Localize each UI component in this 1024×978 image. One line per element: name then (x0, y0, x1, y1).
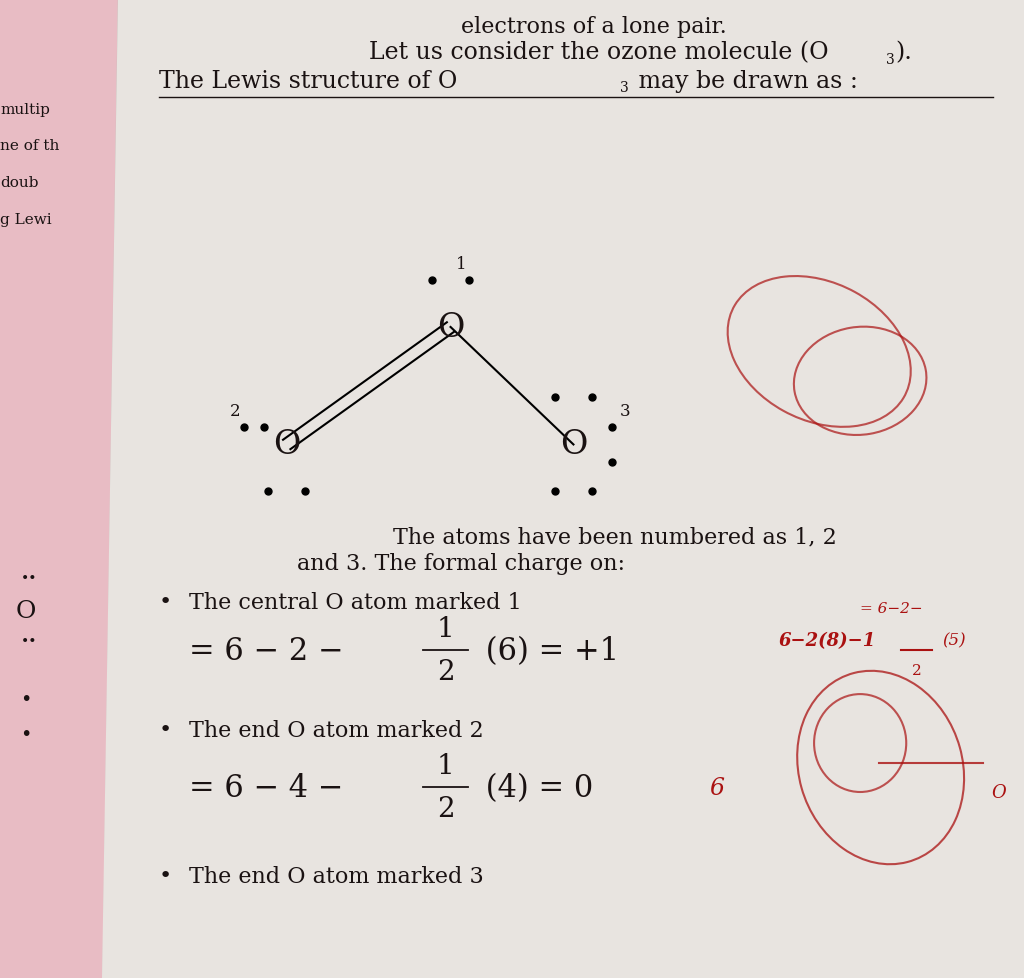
Text: The Lewis structure of O: The Lewis structure of O (159, 70, 457, 93)
Text: •: • (159, 592, 172, 611)
Text: multip: multip (0, 103, 50, 116)
Text: = 6−2−: = 6−2− (860, 601, 923, 615)
Text: electrons of a lone pair.: electrons of a lone pair. (461, 16, 727, 37)
Text: (6) = +1: (6) = +1 (476, 635, 620, 666)
Text: O: O (560, 429, 587, 461)
Text: The central O atom marked 1: The central O atom marked 1 (189, 592, 522, 613)
Text: 6: 6 (710, 776, 724, 799)
Text: Let us consider the ozone molecule (O: Let us consider the ozone molecule (O (339, 41, 828, 64)
Text: The end O atom marked 3: The end O atom marked 3 (189, 866, 484, 887)
Polygon shape (102, 0, 1024, 978)
Text: •: • (20, 724, 32, 743)
Text: The atoms have been numbered as 1, 2: The atoms have been numbered as 1, 2 (392, 526, 837, 548)
Text: = 6 − 2 −: = 6 − 2 − (189, 635, 344, 666)
Text: •: • (20, 689, 32, 709)
Text: 3: 3 (620, 402, 630, 420)
Text: O: O (991, 783, 1006, 801)
Text: •: • (159, 866, 172, 885)
Text: and 3. The formal charge on:: and 3. The formal charge on: (297, 553, 625, 574)
Text: ).: ). (895, 41, 911, 64)
Text: 3: 3 (620, 81, 629, 95)
Text: 3: 3 (886, 53, 895, 67)
Text: = 6 − 4 −: = 6 − 4 − (189, 772, 344, 803)
Text: (4) = 0: (4) = 0 (476, 772, 594, 803)
Text: 2: 2 (911, 663, 922, 677)
Text: O: O (437, 312, 464, 343)
Text: 6−2(8)−1: 6−2(8)−1 (778, 632, 876, 649)
Text: 2: 2 (436, 795, 455, 822)
Text: 2: 2 (230, 402, 241, 420)
Text: doub: doub (0, 176, 39, 190)
Text: 1: 1 (436, 752, 455, 779)
Text: may be drawn as :: may be drawn as : (631, 70, 858, 93)
Text: ne of th: ne of th (0, 139, 59, 153)
Text: 2: 2 (436, 658, 455, 686)
Text: 1: 1 (456, 255, 466, 273)
Text: •: • (159, 719, 172, 738)
Text: g Lewi: g Lewi (0, 213, 51, 227)
Text: ••: •• (20, 634, 37, 647)
Text: ••: •• (20, 570, 37, 584)
Polygon shape (0, 0, 118, 978)
Text: O: O (273, 429, 300, 461)
Text: 1: 1 (436, 615, 455, 643)
Text: (5): (5) (942, 632, 966, 649)
Text: O: O (15, 600, 36, 623)
Text: The end O atom marked 2: The end O atom marked 2 (189, 719, 484, 740)
